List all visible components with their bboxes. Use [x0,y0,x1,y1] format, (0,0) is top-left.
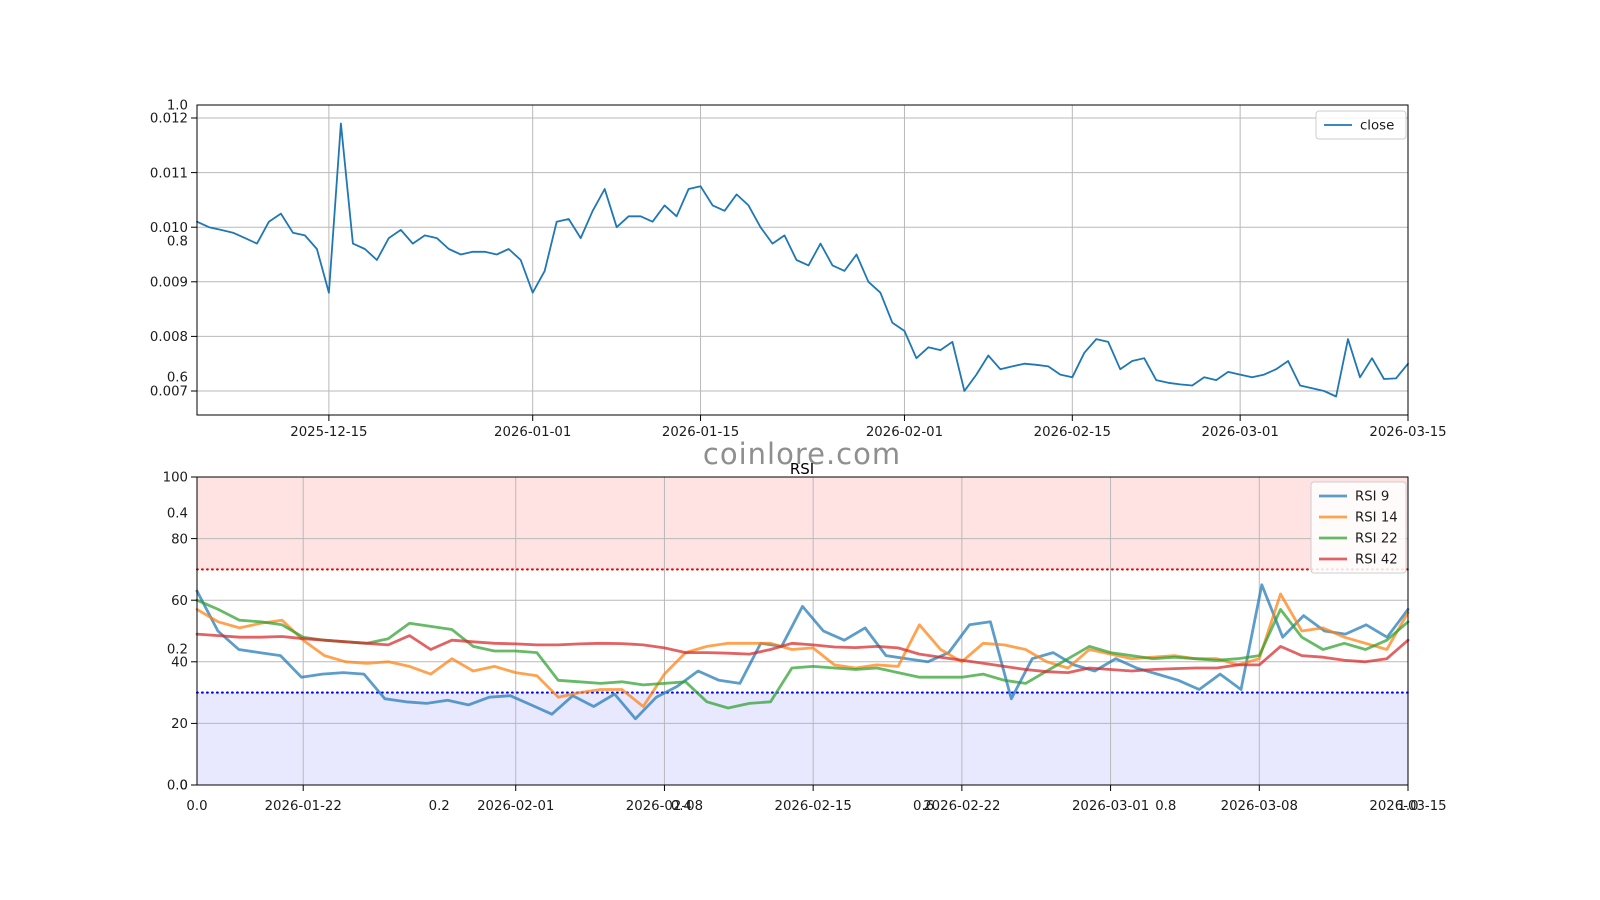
rsi-22-line [195,598,1410,710]
price-y-tick-label: 0.010 [150,221,188,236]
rsi-x-tick-label: 2026-02-08 [626,799,703,814]
price-x-tick-label: 2025-12-15 [290,425,367,440]
rsi-y-tick-label: 60 [171,594,188,609]
overlay-x-label: 0.4 [671,799,692,814]
overlay-x-label: 0.0 [186,799,207,814]
legend-label: RSI 22 [1355,532,1398,547]
rsi-9-line [195,583,1410,721]
overlay-x-label: 0.8 [1155,799,1176,814]
rsi-legend [1310,481,1407,574]
overlay-x-label: 0.2 [429,799,450,814]
rsi-y-tick-label: 20 [171,717,188,732]
rsi-x-tick-label: 2026-03-08 [1221,799,1298,814]
legend-label: RSI 42 [1355,553,1398,568]
price-y-tick-label: 0.007 [150,385,188,400]
price-frame [196,104,1409,416]
rsi-frame [196,476,1409,786]
oversold-band [197,692,1408,785]
price-legend [1315,110,1407,140]
price-y-tick-label: 0.009 [150,276,188,291]
overlay-x-label: 0.6 [913,799,934,814]
legend-label: close [1360,119,1394,134]
overlay-y-label: 1.0 [167,99,188,114]
rsi-42-line [195,632,1410,674]
overlay-y-label: 0.8 [167,235,188,250]
rsi-y-tick-label: 100 [163,471,188,486]
close-line [196,122,1409,398]
price-x-tick-label: 2026-01-15 [662,425,739,440]
rsi-x-tick-label: 2026-01-22 [265,799,342,814]
overlay-x-label: 1.0 [1397,799,1418,814]
price-x-tick-label: 2026-02-15 [1034,425,1111,440]
overlay-y-label: 0.0 [167,779,188,794]
rsi-x-tick-label: 2026-02-22 [923,799,1000,814]
overlay-y-label: 0.6 [167,371,188,386]
rsi-x-tick-label: 2026-02-01 [477,799,554,814]
price-x-tick-label: 2026-03-01 [1202,425,1279,440]
price-y-tick-label: 0.011 [150,166,188,181]
rsi-x-tick-label: 2026-03-15 [1369,799,1446,814]
rsi-y-tick-label: 0 [180,779,188,794]
price-x-tick-label: 2026-02-01 [866,425,943,440]
price-x-tick-label: 2026-01-01 [494,425,571,440]
legend-label: RSI 14 [1355,511,1398,526]
rsi-y-tick-label: 40 [171,656,188,671]
rsi-x-tick-label: 2026-03-01 [1072,799,1149,814]
price-y-tick-label: 0.012 [150,112,188,127]
legend-label: RSI 9 [1355,490,1389,505]
overlay-y-label: 0.4 [167,507,188,522]
overlay-y-label: 0.2 [167,643,188,658]
overbought-band [197,477,1408,570]
price-y-tick-label: 0.008 [150,330,188,345]
rsi-y-tick-label: 80 [171,532,188,547]
watermark: coinlore.com [702,437,902,471]
rsi-title: RSI [789,460,815,478]
rsi-x-tick-label: 2026-02-15 [775,799,852,814]
price-x-tick-label: 2026-03-15 [1369,425,1446,440]
